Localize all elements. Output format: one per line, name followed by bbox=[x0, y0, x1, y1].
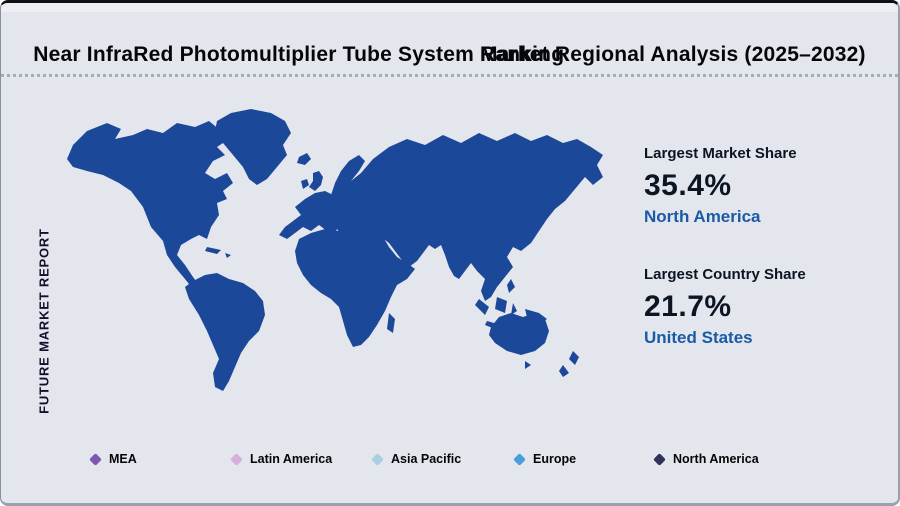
continent-australia bbox=[489, 313, 549, 355]
country-share-region: United States bbox=[644, 328, 753, 347]
continent-eurasia bbox=[279, 133, 603, 301]
legend-label: North America bbox=[673, 452, 759, 466]
region-scandinavia bbox=[331, 155, 365, 199]
market-share-value: 35.4% bbox=[644, 169, 732, 202]
world-map-svg bbox=[67, 109, 603, 391]
island-sumatra bbox=[475, 299, 489, 315]
legend-item-asia-pacific: Asia Pacific bbox=[371, 450, 462, 468]
island-tasmania bbox=[525, 361, 531, 369]
legend-label: Europe bbox=[533, 452, 577, 466]
future-market-report-watermark: FUTURE MARKET REPORT bbox=[36, 228, 52, 414]
legend-dot-icon bbox=[89, 452, 102, 466]
largest-market-share-block: Largest Market Share 35.4% North America bbox=[644, 145, 894, 227]
title-word-ranking: Ranking bbox=[479, 43, 565, 66]
island-philippines bbox=[507, 279, 515, 293]
legend-label: Latin America bbox=[250, 452, 333, 466]
island-ireland bbox=[301, 179, 309, 189]
island-new-zealand-south bbox=[559, 365, 569, 377]
world-map bbox=[59, 87, 621, 419]
island-japan bbox=[517, 205, 531, 231]
island-great-britain bbox=[309, 171, 323, 191]
legend-item-latin-america: Latin America bbox=[230, 450, 333, 468]
top-strip bbox=[1, 3, 898, 12]
island-hispaniola bbox=[225, 253, 231, 258]
country-share-value: 21.7% bbox=[644, 290, 732, 323]
island-iceland bbox=[297, 153, 311, 165]
dotted-divider bbox=[1, 74, 898, 77]
island-cuba bbox=[205, 247, 221, 254]
island-madagascar bbox=[387, 313, 395, 333]
continent-south-america bbox=[185, 273, 265, 391]
island-sulawesi bbox=[511, 303, 517, 315]
legend-item-mea: MEA bbox=[89, 450, 137, 468]
legend-item-north-america: North America bbox=[653, 450, 759, 468]
title-prefix: Near InfraRed Photomultiplier Tube Syste… bbox=[33, 43, 474, 66]
legend-dot-icon bbox=[653, 452, 666, 466]
legend: MEA Latin America Asia Pacific Europe North … bbox=[1, 450, 898, 470]
continents bbox=[67, 109, 603, 391]
market-share-region: North America bbox=[644, 207, 761, 226]
page-title: Near InfraRed Photomultiplier Tube Syste… bbox=[1, 43, 898, 67]
legend-label: Asia Pacific bbox=[391, 452, 462, 466]
island-greenland bbox=[215, 109, 291, 185]
title-suffix: Regional Analysis (2025–2032) bbox=[554, 43, 866, 66]
country-share-label: Largest Country Share bbox=[644, 266, 806, 283]
legend-item-europe: Europe bbox=[513, 450, 577, 468]
title-overlap-words: Market Ranking bbox=[479, 43, 564, 67]
island-borneo bbox=[495, 297, 507, 313]
market-share-label: Largest Market Share bbox=[644, 145, 797, 162]
island-new-zealand-north bbox=[569, 351, 579, 365]
legend-label: MEA bbox=[109, 452, 137, 466]
legend-dot-icon bbox=[230, 452, 243, 466]
title-word-market: Market bbox=[479, 43, 549, 66]
legend-dot-icon bbox=[513, 452, 526, 466]
legend-dot-icon bbox=[371, 452, 384, 466]
continent-africa bbox=[295, 227, 415, 347]
largest-country-share-block: Largest Country Share 21.7% United State… bbox=[644, 266, 894, 348]
continent-north-america bbox=[67, 121, 233, 289]
